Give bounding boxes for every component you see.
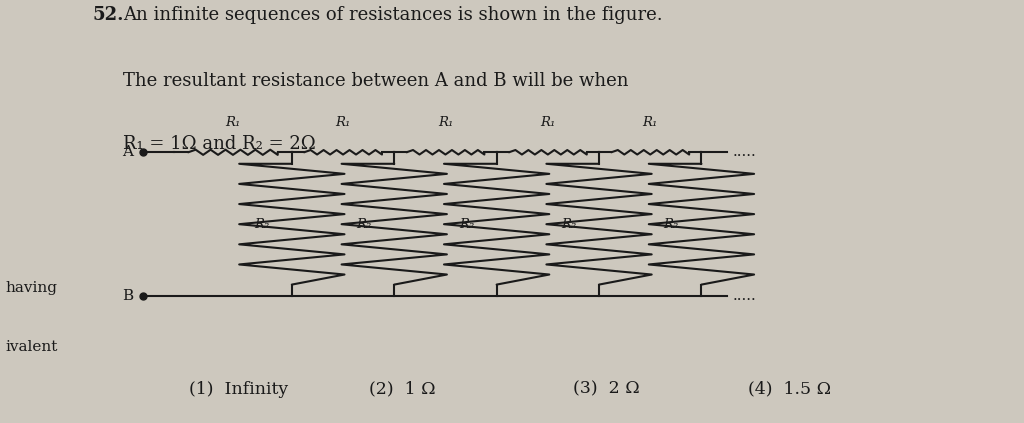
Text: .....: ..... bbox=[732, 145, 756, 159]
Text: (3)  2 Ω: (3) 2 Ω bbox=[573, 381, 640, 398]
Text: R₁: R₁ bbox=[335, 116, 351, 129]
Text: (2)  1 Ω: (2) 1 Ω bbox=[369, 381, 435, 398]
Text: R₂: R₂ bbox=[561, 218, 577, 231]
Text: R₂: R₂ bbox=[459, 218, 474, 231]
Text: B: B bbox=[122, 289, 133, 303]
Text: .....: ..... bbox=[732, 289, 756, 303]
Text: 52.: 52. bbox=[92, 6, 124, 25]
Text: (1)  Infinity: (1) Infinity bbox=[189, 381, 289, 398]
Text: R₁: R₁ bbox=[642, 116, 658, 129]
Text: The resultant resistance between A and B will be when: The resultant resistance between A and B… bbox=[123, 72, 629, 90]
Text: R₂: R₂ bbox=[664, 218, 679, 231]
Text: A: A bbox=[122, 145, 133, 159]
Text: R₂: R₂ bbox=[356, 218, 372, 231]
Text: R₁: R₁ bbox=[540, 116, 556, 129]
Text: ivalent: ivalent bbox=[5, 340, 57, 354]
Text: R₁: R₁ bbox=[225, 116, 241, 129]
Text: R₂: R₂ bbox=[254, 218, 269, 231]
Text: (4)  1.5 Ω: (4) 1.5 Ω bbox=[748, 381, 830, 398]
Text: having: having bbox=[5, 280, 57, 295]
Text: R₁ = 1Ω and R₂ = 2Ω: R₁ = 1Ω and R₂ = 2Ω bbox=[123, 135, 315, 154]
Text: R₁: R₁ bbox=[437, 116, 454, 129]
Text: An infinite sequences of resistances is shown in the figure.: An infinite sequences of resistances is … bbox=[123, 6, 663, 25]
